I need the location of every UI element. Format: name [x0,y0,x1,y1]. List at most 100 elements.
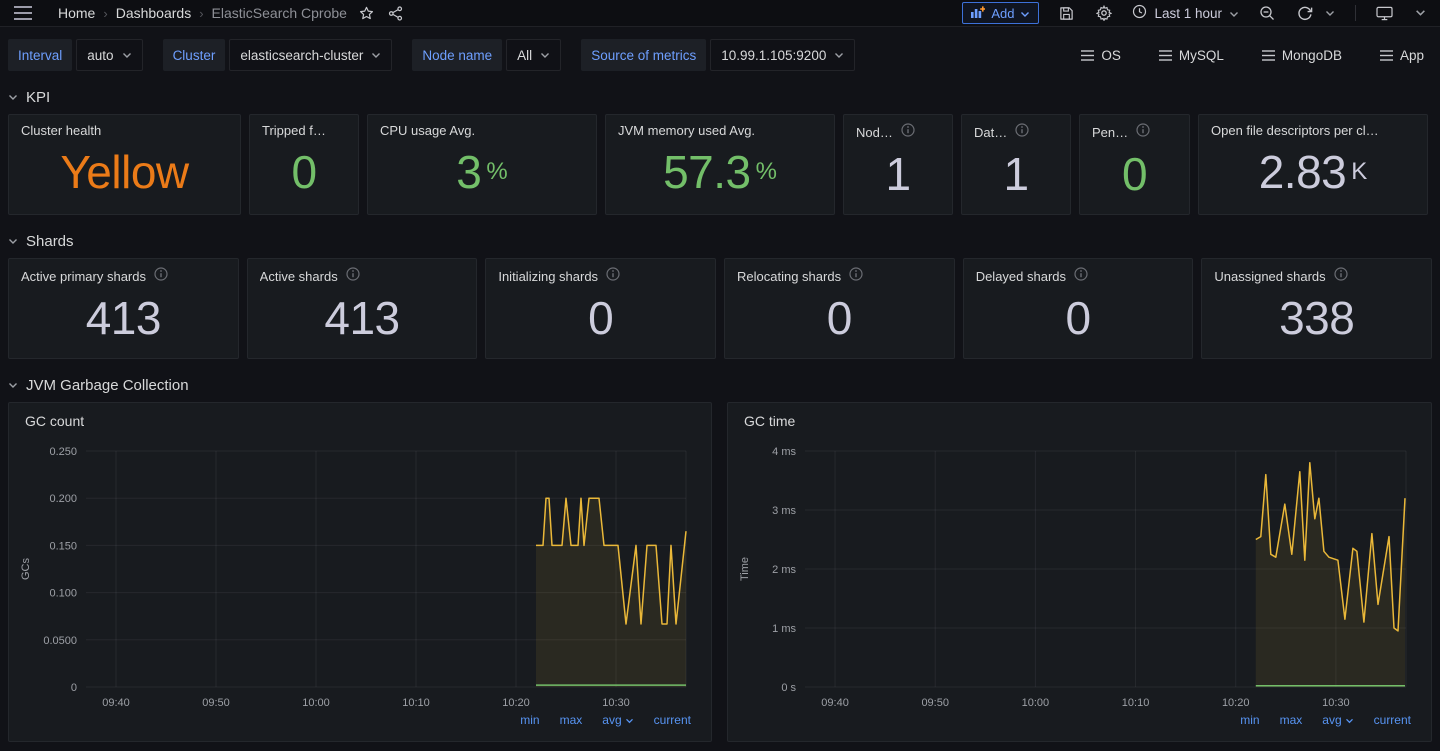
dashboard-link[interactable]: App [1379,48,1424,63]
panel-title[interactable]: Delayed shards [975,269,1067,284]
view-mode-dropdown[interactable] [1413,7,1428,19]
section-header-jvm-gc[interactable]: JVM Garbage Collection [8,373,1432,397]
variable-value-dropdown[interactable]: auto [76,39,143,71]
list-icon [1158,49,1172,61]
dashboard-links: OS MySQL MongoDB App [1081,48,1432,63]
panel-title[interactable]: Open file descriptors per cl… [1211,123,1379,138]
legend-current-header[interactable]: current [1373,713,1411,727]
dashboard-link[interactable]: MySQL [1158,48,1224,63]
panel-title[interactable]: GC count [25,413,85,429]
list-icon [1261,49,1275,61]
info-icon[interactable] [1334,267,1348,286]
section-header-kpi[interactable]: KPI [8,85,1432,109]
panel-title[interactable]: CPU usage Avg. [380,123,476,138]
refresh-interval-dropdown[interactable] [1323,8,1337,19]
stat-value: 57.3 [663,146,751,198]
breadcrumb-item: ElasticSearch Cprobe [211,5,347,21]
info-icon[interactable] [606,267,620,286]
toolbar-divider [1355,5,1356,21]
panel-title[interactable]: GC time [744,413,796,429]
dashboard-link-label: MongoDB [1281,47,1342,63]
variable-value: auto [87,47,114,63]
svg-text:10:30: 10:30 [602,697,630,709]
stat-value: 3 [456,146,482,198]
favorite-star-button[interactable] [357,4,376,23]
stat-value: 413 [324,292,400,344]
info-icon[interactable] [901,123,915,142]
time-range-picker[interactable]: Last 1 hour [1132,4,1239,22]
legend-min-header[interactable]: min [1240,713,1260,727]
menu-toggle-button[interactable] [12,4,34,22]
variable-value-dropdown[interactable]: elasticsearch-cluster [229,39,393,71]
legend-avg-header[interactable]: avg [602,713,633,727]
stat-value: 1 [1003,148,1029,200]
variable-label: Interval [8,39,73,71]
legend-current-header[interactable]: current [653,713,691,727]
legend-max-header[interactable]: max [559,713,583,727]
chart-legend: min max avg current [1240,713,1411,727]
monitor-icon [1376,6,1393,21]
shards-panels-row: Active primary shards 413 Active shards … [8,258,1433,359]
gc-time-plot[interactable]: 0 s 1 ms 2 ms 3 ms 4 ms 09:40 09:50 10:00 10:10 1… [728,403,1431,742]
chevron-down-icon [8,376,18,394]
chevron-down-icon [8,232,18,250]
panel-title[interactable]: Pen… [1092,125,1129,140]
stat-value: 2.83 [1258,146,1347,198]
chevron-down-icon [835,52,844,58]
panel-title[interactable]: Initializing shards [498,269,599,284]
panel-title[interactable]: Tripped f… [262,123,326,138]
svg-text:09:40: 09:40 [821,697,849,709]
panel-title[interactable]: Nod… [856,125,893,140]
zoom-out-time-button[interactable] [1257,3,1277,23]
stat-panel: Relocating shards 0 [724,258,955,359]
panel-title[interactable]: Relocating shards [737,269,842,284]
stat-value: Yellow [60,146,189,198]
stat-value: 0 [588,292,614,344]
gc-count-plot[interactable]: 0 0.0500 0.100 0.150 0.200 0.250 09:40 09:50 10:… [9,403,711,742]
stat-panel: Cluster health Yellow [8,114,241,215]
panel-title[interactable]: Unassigned shards [1214,269,1326,284]
breadcrumb-item[interactable]: Dashboards [115,5,192,21]
legend-max-header[interactable]: max [1279,713,1303,727]
section-title: Shards [26,232,74,250]
panel-title[interactable]: Dat… [974,125,1008,140]
time-range-label: Last 1 hour [1154,5,1222,21]
top-navigation-bar: Home › Dashboards › ElasticSearch Cprobe Add [0,0,1440,27]
info-icon[interactable] [1015,123,1029,142]
svg-text:0: 0 [71,682,77,694]
save-dashboard-button[interactable] [1057,4,1076,23]
legend-avg-header[interactable]: avg [1322,713,1353,727]
section-header-shards[interactable]: Shards [8,229,1432,253]
stat-value: 0 [1065,292,1091,344]
info-icon[interactable] [1074,267,1088,286]
share-icon [388,5,403,21]
dashboard-link[interactable]: OS [1081,48,1121,63]
variable-value-dropdown[interactable]: All [506,39,562,71]
dashboard-link[interactable]: MongoDB [1261,47,1342,63]
info-icon[interactable] [849,267,863,286]
panel-title[interactable]: JVM memory used Avg. [618,123,756,138]
info-icon[interactable] [346,267,360,286]
svg-text:Time: Time [739,557,751,581]
clock-icon [1132,4,1147,22]
stat-value: 413 [85,292,162,344]
legend-min-header[interactable]: min [520,713,540,727]
cycle-view-mode-button[interactable] [1374,4,1395,23]
breadcrumb: Home › Dashboards › ElasticSearch Cprobe [58,5,347,21]
info-icon[interactable] [154,267,168,286]
share-dashboard-button[interactable] [386,4,405,23]
add-panel-button[interactable]: Add [962,2,1040,24]
panel-title[interactable]: Cluster health [21,123,102,138]
add-button-label: Add [991,5,1015,21]
svg-text:09:50: 09:50 [202,697,230,709]
panel-title[interactable]: Active primary shards [21,269,146,284]
panel-title[interactable]: Active shards [259,269,338,284]
topbar-actions: Add Last 1 hour [962,2,1428,24]
chevron-down-icon [372,52,381,58]
info-icon[interactable] [1136,123,1150,142]
breadcrumb-item[interactable]: Home [58,5,96,21]
variable-value-dropdown[interactable]: 10.99.1.105:9200 [710,39,856,71]
refresh-dashboard-button[interactable] [1295,3,1315,23]
dashboard-settings-button[interactable] [1094,3,1114,23]
dashboard-link-label: OS [1101,47,1121,63]
